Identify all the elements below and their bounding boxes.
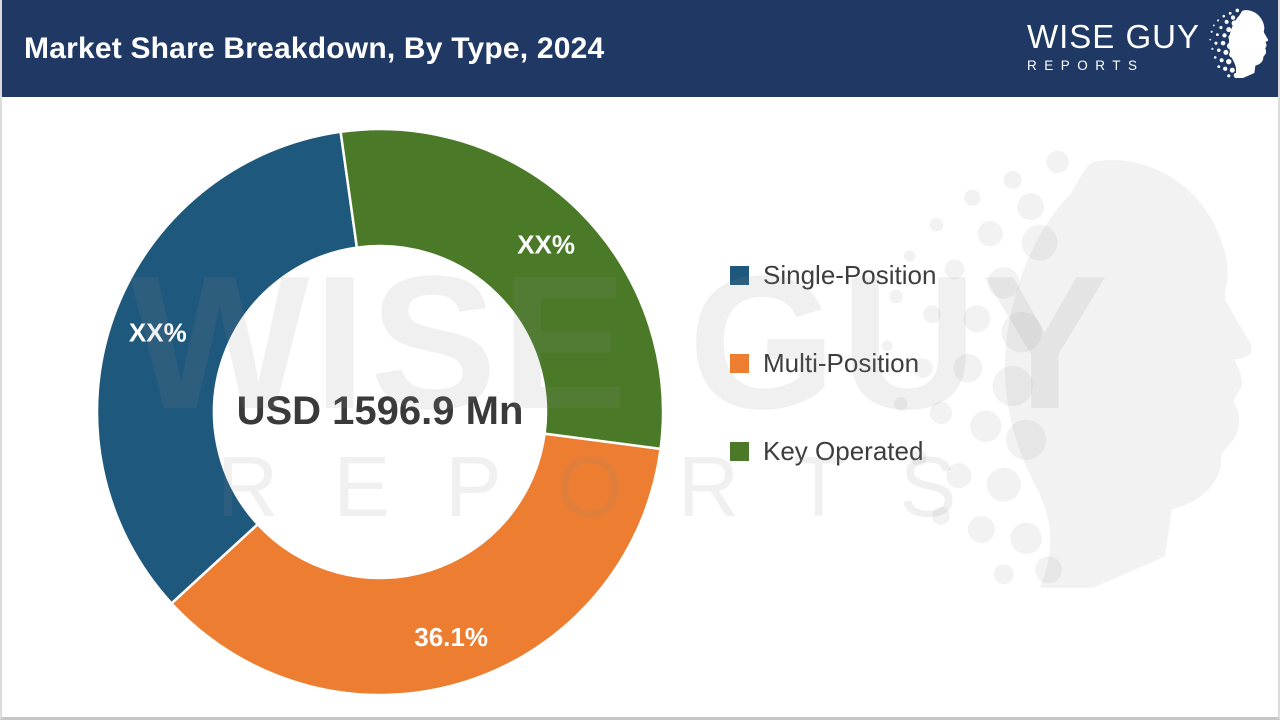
center-value: USD 1596.9 Mn [237,389,524,433]
donut-slice-multi-position [170,432,662,697]
legend-swatch-multi-position [730,353,749,373]
logo-face-icon [1206,6,1270,86]
donut-slice-single-position [95,130,359,605]
header-bar: Market Share Breakdown, By Type, 2024 WI… [2,0,1278,97]
logo-wordmark: WISE GUY [1026,18,1200,55]
legend-label-key-operated: Key Operated [763,436,924,466]
logo-text: WISE GUY REPORTS [1026,18,1200,74]
donut-chart: XX% 36.1% XX% USD 1596.9 Mn [95,127,665,697]
wise-guy-logo: WISE GUY REPORTS [1027,6,1270,86]
slice-value-label-key-operated: XX% [517,229,575,259]
legend-swatch-single-position [730,265,749,285]
legend-label-multi-position: Multi-Position [763,348,920,378]
page-title: Market Share Breakdown, By Type, 2024 [24,31,605,65]
donut-slice-key-operated [339,127,665,451]
legend-item-key-operated: Key Operated [730,438,936,464]
legend-item-multi-position: Multi-Position [730,350,936,376]
legend-label-single-position: Single-Position [763,260,937,290]
slice-value-label-single-position: XX% [129,317,187,347]
legend-item-single-position: Single-Position [730,262,936,288]
slice-value-label-multi-position: 36.1% [414,622,488,652]
chart-legend: Single-Position Multi-Position Key Operate… [730,262,936,526]
legend-swatch-key-operated [730,441,749,461]
logo-subtitle: REPORTS [1026,58,1145,73]
